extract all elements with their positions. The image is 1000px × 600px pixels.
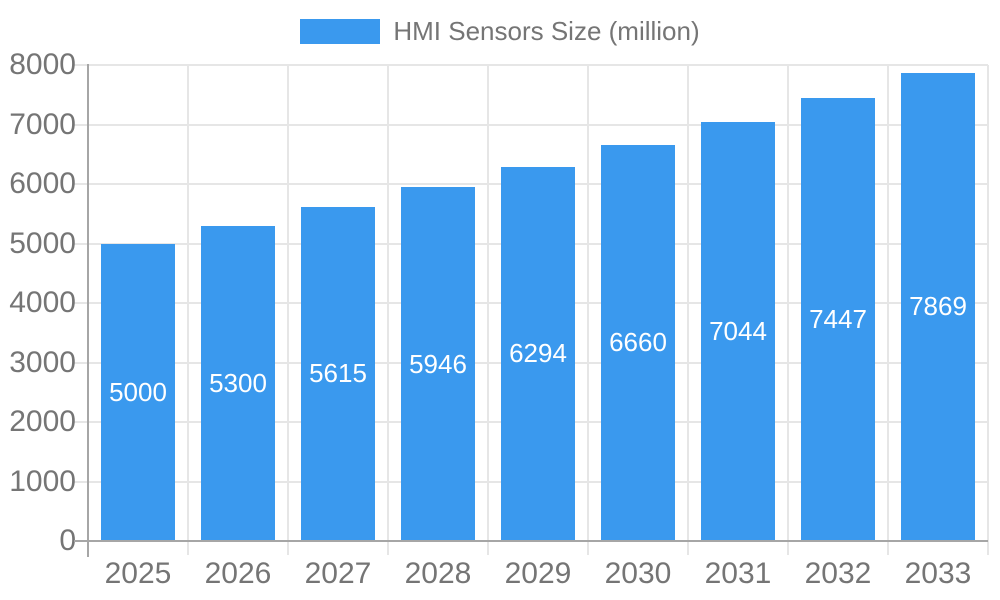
- legend-label: HMI Sensors Size (million): [393, 15, 700, 46]
- x-tick-label: 2031: [704, 557, 772, 590]
- y-tick-label: 6000: [9, 167, 76, 200]
- bar[interactable]: 5000: [101, 243, 175, 541]
- bar-value-label: 5300: [209, 367, 267, 398]
- v-gridline: [787, 65, 789, 555]
- y-tick-label: 1000: [9, 464, 76, 498]
- x-tick-label: 2026: [204, 557, 272, 590]
- v-gridline: [387, 65, 389, 555]
- bar[interactable]: 5615: [301, 206, 375, 541]
- v-gridline: [487, 65, 489, 555]
- y-tick-label: 0: [59, 524, 76, 557]
- bar-value-label: 6660: [609, 327, 667, 358]
- bar[interactable]: 5300: [201, 225, 275, 541]
- h-gridline: [74, 64, 988, 66]
- y-tick-label: 7000: [9, 107, 76, 141]
- y-axis-line: [87, 64, 89, 557]
- y-tick-label: 4000: [9, 286, 76, 319]
- bar-value-label: 7447: [809, 303, 867, 334]
- bar-value-label: 7869: [909, 291, 967, 322]
- x-tick-label: 2029: [504, 557, 572, 590]
- bar-value-label: 7044: [709, 315, 767, 346]
- x-axis-line: [74, 540, 988, 542]
- bar[interactable]: 5946: [401, 187, 475, 541]
- v-gridline: [687, 65, 689, 555]
- y-tick-label: 3000: [9, 345, 76, 379]
- bar[interactable]: 7447: [801, 97, 875, 541]
- v-gridline: [887, 65, 889, 555]
- bar-value-label: 5946: [409, 348, 467, 379]
- x-tick-label: 2033: [904, 557, 972, 590]
- legend[interactable]: HMI Sensors Size (million): [0, 14, 1000, 48]
- bar[interactable]: 6660: [601, 144, 675, 541]
- y-tick-label: 2000: [9, 405, 76, 438]
- x-tick-label: 2030: [604, 557, 672, 590]
- bar[interactable]: 7044: [701, 121, 775, 541]
- x-tick-label: 2025: [104, 557, 172, 590]
- x-tick-label: 2032: [804, 557, 872, 590]
- v-gridline: [287, 65, 289, 555]
- bar[interactable]: 7869: [901, 72, 975, 541]
- bar-value-label: 5615: [309, 358, 367, 389]
- bar-value-label: 6294: [509, 338, 567, 369]
- v-gridline: [587, 65, 589, 555]
- x-tick-label: 2028: [404, 557, 472, 590]
- y-tick-label: 5000: [9, 226, 76, 260]
- x-tick-label: 2027: [304, 557, 372, 590]
- v-gridline: [187, 65, 189, 555]
- bar-value-label: 5000: [109, 376, 167, 407]
- y-tick-label: 8000: [9, 48, 76, 81]
- h-gridline: [74, 123, 988, 126]
- v-gridline: [987, 65, 989, 555]
- bar[interactable]: 6294: [501, 166, 575, 541]
- legend-swatch: [300, 18, 381, 44]
